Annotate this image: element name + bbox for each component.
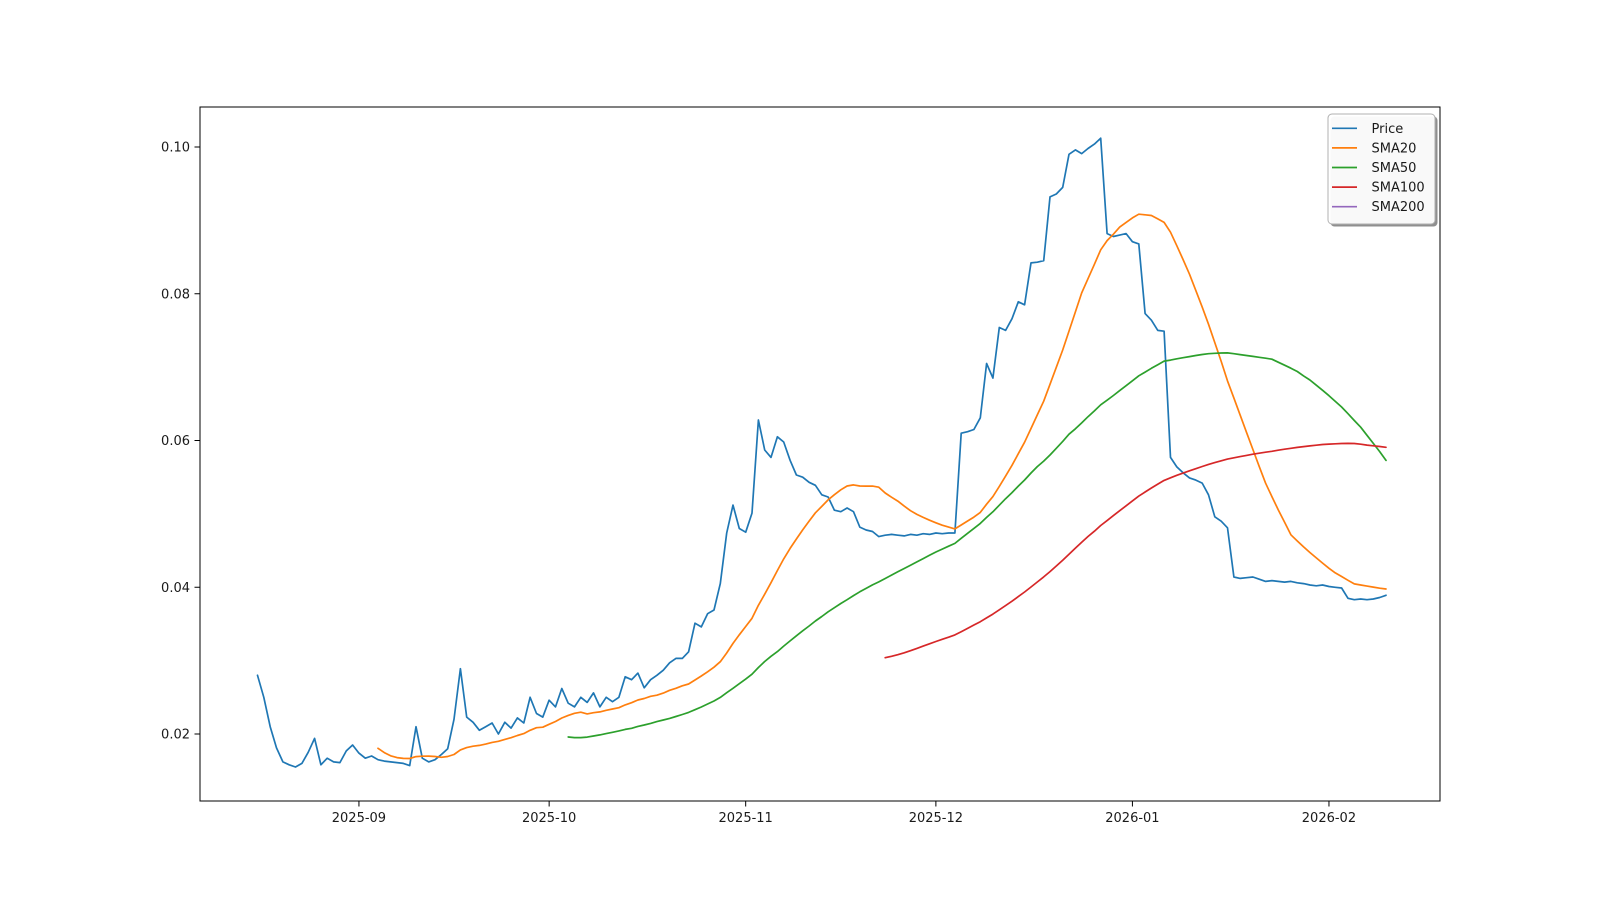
legend-entry: SMA20 — [1332, 141, 1416, 156]
sma100-line — [884, 442, 1387, 659]
y-tick-label: 0.08 — [161, 287, 190, 302]
plot-frame — [199, 106, 1441, 802]
legend-entry: Price — [1332, 122, 1403, 137]
legend-entry: SMA100 — [1332, 181, 1425, 196]
legend-label: Price — [1372, 122, 1404, 137]
x-tick-label: 2025-12 — [909, 811, 963, 826]
sma50-line — [567, 352, 1387, 739]
legend-entry: SMA200 — [1332, 200, 1425, 215]
x-tick-label: 2026-01 — [1105, 811, 1159, 826]
y-tick-label: 0.02 — [161, 728, 190, 743]
legend-entry: SMA50 — [1332, 161, 1416, 176]
legend-label: SMA200 — [1372, 200, 1425, 215]
legend: Price SMA20 SMA50 SMA100 SMA200 — [1327, 113, 1438, 227]
x-tick-label: 2026-02 — [1302, 811, 1356, 826]
sma20-line — [377, 213, 1387, 760]
legend-label: SMA100 — [1372, 181, 1425, 196]
y-tick-label: 0.10 — [161, 141, 190, 156]
x-tick-label: 2025-10 — [522, 811, 576, 826]
series-lines — [256, 137, 1387, 768]
x-tick-label: 2025-09 — [332, 811, 386, 826]
legend-label: SMA20 — [1372, 141, 1417, 156]
y-axis: 0.02 0.04 0.06 0.08 0.10 — [161, 141, 200, 743]
price-line — [256, 137, 1387, 768]
x-axis: 2025-09 2025-10 2025-11 2025-12 2026-01 2026-… — [332, 801, 1356, 826]
legend-label: SMA50 — [1372, 161, 1417, 176]
y-tick-label: 0.06 — [161, 434, 190, 449]
x-tick-label: 2025-11 — [719, 811, 773, 826]
legend-box — [1327, 113, 1436, 225]
y-tick-label: 0.04 — [161, 581, 190, 596]
